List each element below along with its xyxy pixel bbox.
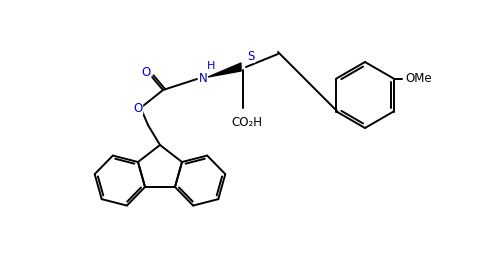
Text: S: S [247, 49, 255, 62]
Text: CO₂H: CO₂H [232, 117, 262, 129]
Text: OMe: OMe [405, 72, 432, 85]
Text: O: O [134, 102, 142, 114]
Polygon shape [208, 63, 241, 77]
Text: O: O [141, 66, 151, 80]
Text: N: N [199, 71, 208, 85]
Text: H: H [207, 61, 215, 71]
